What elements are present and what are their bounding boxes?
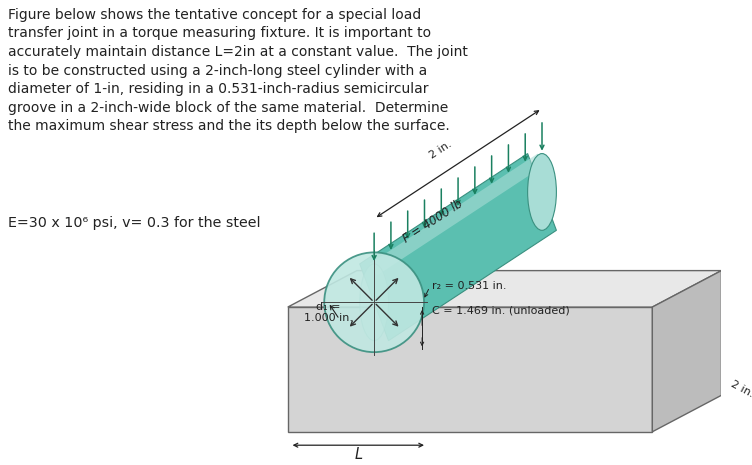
Text: 2 in.: 2 in. [428, 139, 453, 161]
Polygon shape [288, 271, 721, 307]
Polygon shape [370, 153, 545, 275]
Text: C = 1.469 in. (unloaded): C = 1.469 in. (unloaded) [432, 306, 569, 316]
Text: 2 in.: 2 in. [729, 379, 752, 399]
Polygon shape [288, 307, 652, 432]
Text: E=30 x 10⁶ psi, v= 0.3 for the steel: E=30 x 10⁶ psi, v= 0.3 for the steel [8, 216, 260, 230]
Text: L: L [354, 446, 362, 462]
Text: r₂ = 0.531 in.: r₂ = 0.531 in. [432, 281, 506, 291]
Ellipse shape [359, 264, 389, 341]
Polygon shape [359, 153, 556, 341]
Polygon shape [652, 271, 721, 432]
Text: F = 4000 lb: F = 4000 lb [401, 198, 465, 246]
Text: d₁ =
1.000 in.: d₁ = 1.000 in. [304, 302, 353, 324]
Circle shape [324, 252, 424, 352]
Text: Figure below shows the tentative concept for a special load
transfer joint in a : Figure below shows the tentative concept… [8, 8, 468, 133]
Ellipse shape [528, 153, 556, 230]
